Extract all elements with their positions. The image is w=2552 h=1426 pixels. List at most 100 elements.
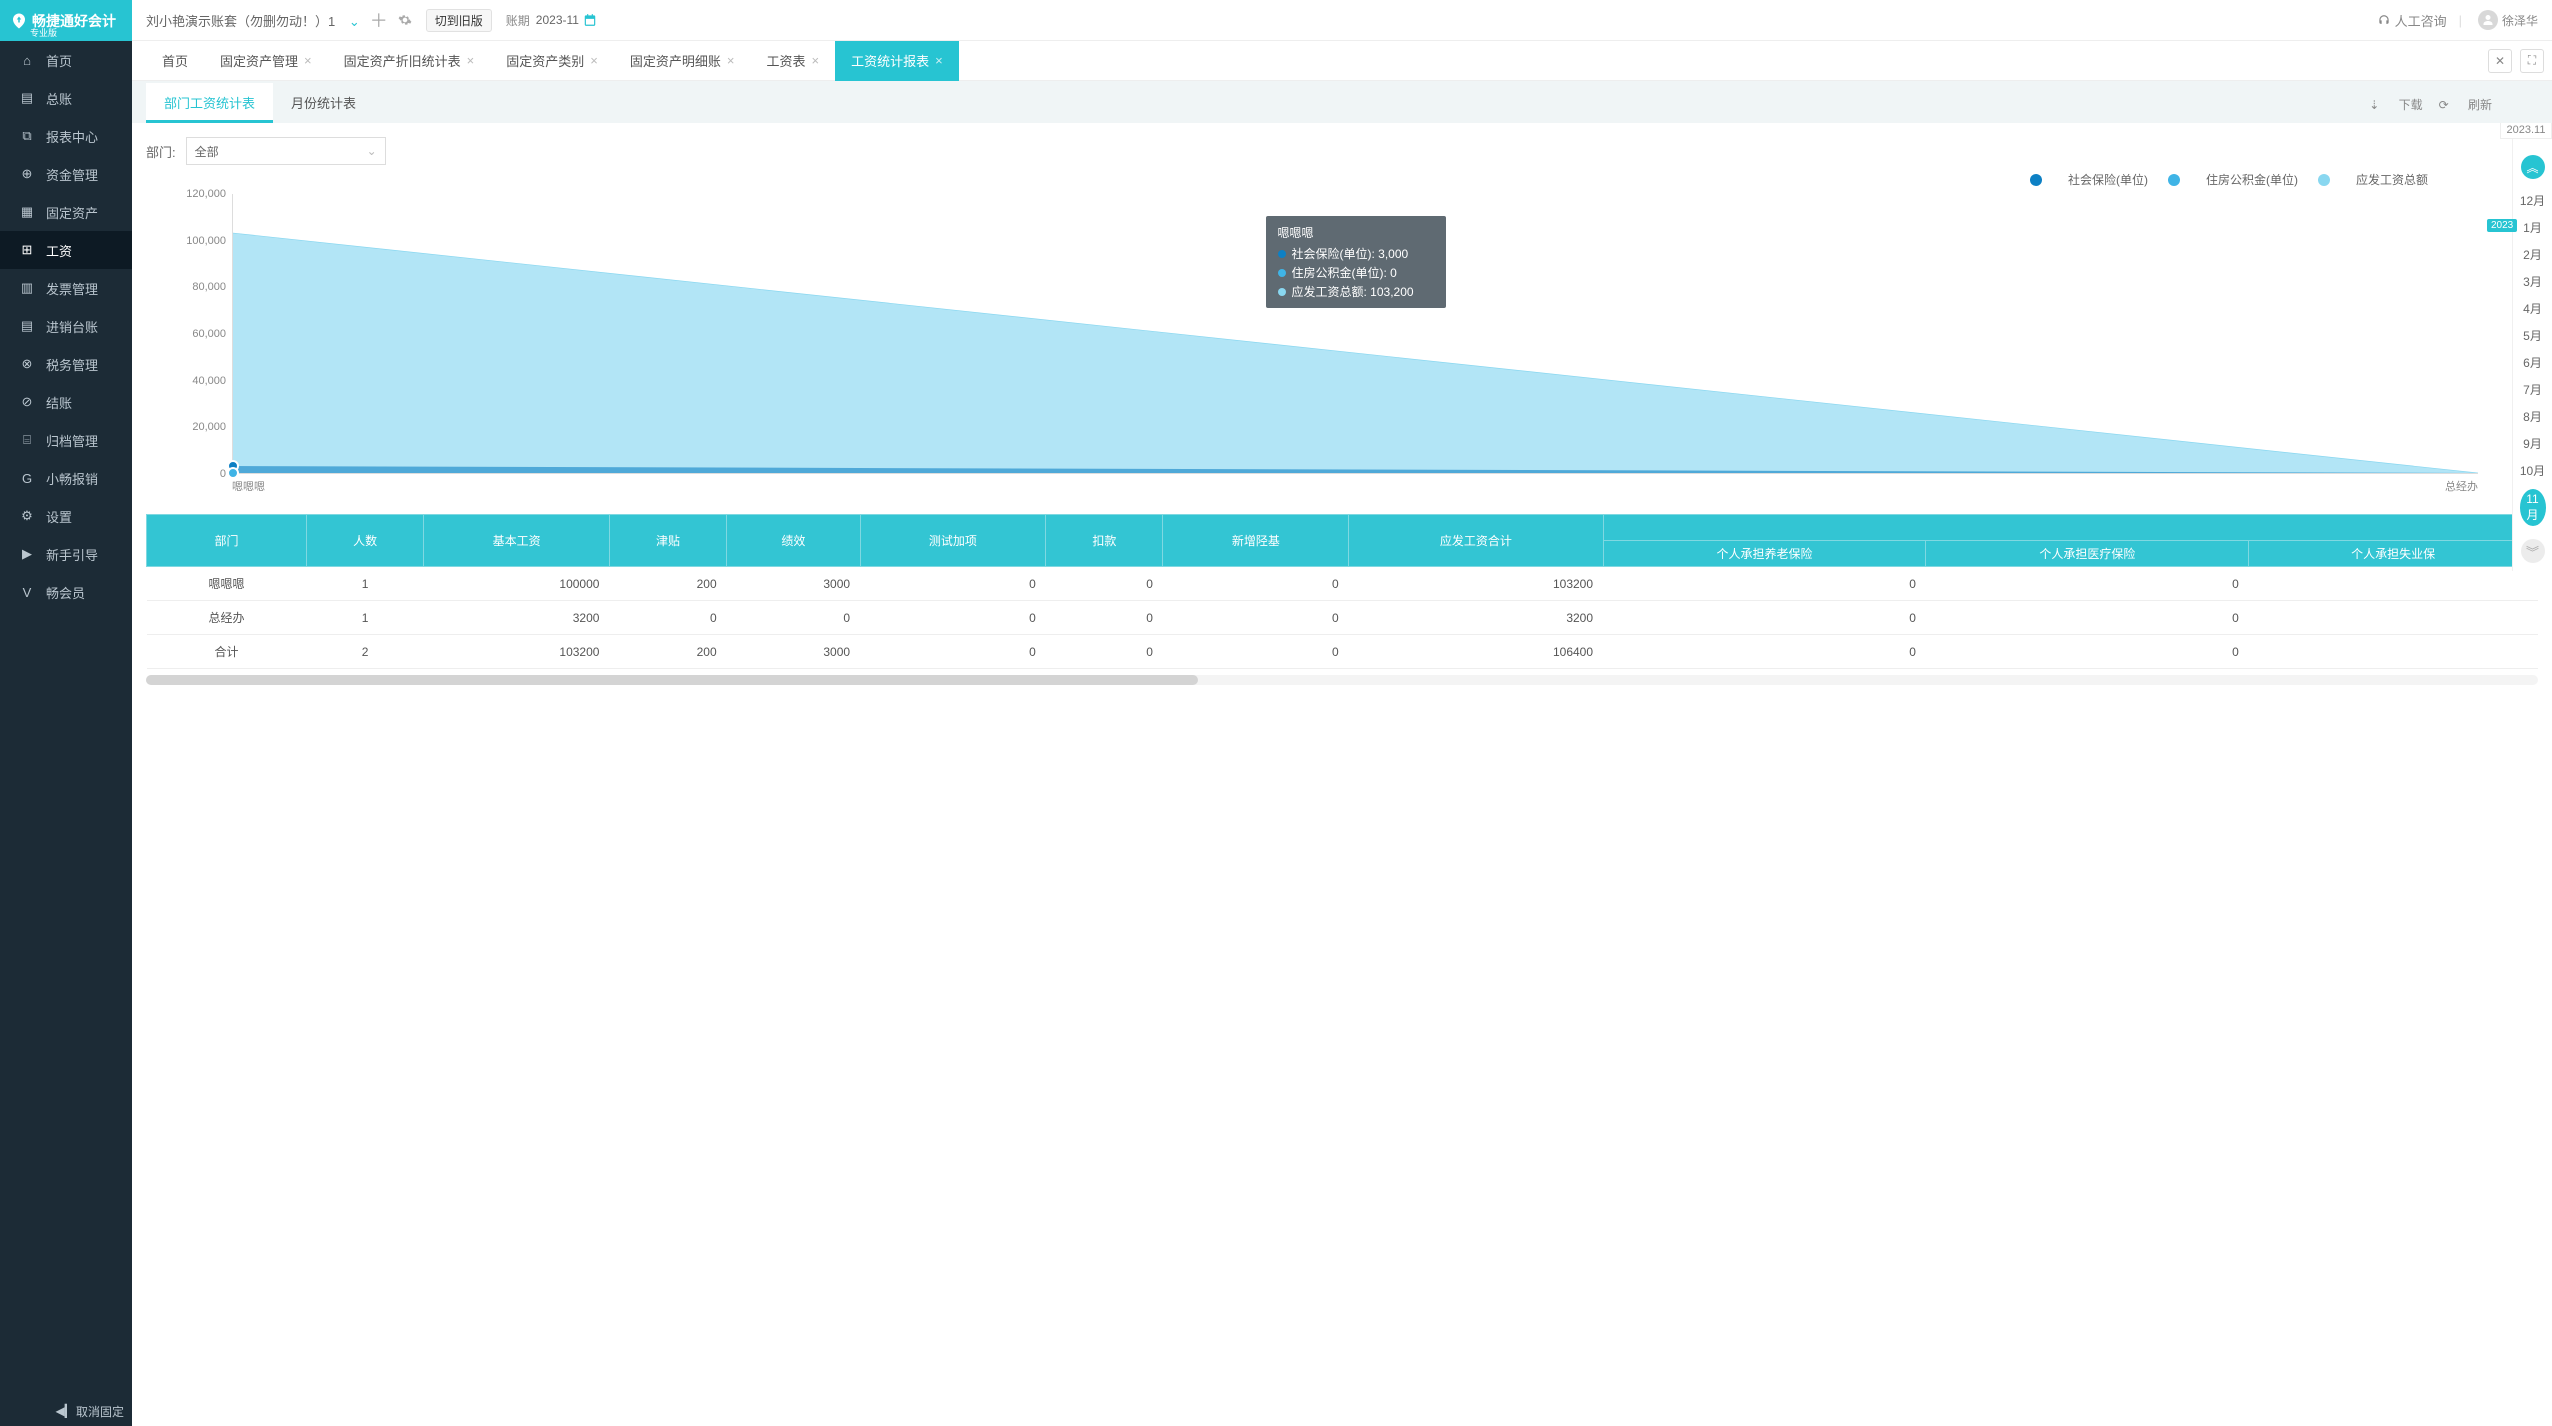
nav-label: 结账	[46, 393, 72, 412]
table-wrap: 部门人数基本工资津贴绩效测试加项扣款新增陉基应发工资合计个人承担养老保险个人承担…	[146, 514, 2538, 685]
td	[2249, 635, 2538, 669]
tab-close-icon[interactable]: ×	[935, 53, 943, 68]
nav-icon: ⊕	[18, 165, 36, 183]
tab-label: 固定资产明细账	[630, 51, 721, 70]
td: 0	[1603, 601, 1926, 635]
content: 部门: 全部 ⌄ 社会保险(单位)住房公积金(单位)应发工资总额 020,000…	[132, 123, 2552, 1426]
calendar-icon[interactable]	[583, 13, 597, 27]
th: 个人承担失业保	[2249, 541, 2538, 567]
month-item-7[interactable]: 7月	[2513, 376, 2552, 403]
tab-6[interactable]: 工资统计报表×	[835, 41, 959, 81]
table-row[interactable]: 嗯嗯嗯1100000200300000010320000	[147, 567, 2538, 601]
tab-close-icon[interactable]: ×	[590, 53, 598, 68]
month-item-0[interactable]: 12月	[2513, 187, 2552, 214]
sidebar-item-3[interactable]: ⊕ 资金管理	[0, 155, 132, 193]
dept-filter-select[interactable]: 全部 ⌄	[186, 137, 386, 165]
tab-4[interactable]: 固定资产明细账 ×	[614, 41, 751, 81]
add-button[interactable]: ＋	[370, 7, 388, 33]
close-all-tabs-button[interactable]: ✕	[2488, 49, 2512, 73]
tab-0[interactable]: 首页	[146, 41, 204, 81]
dept-filter-value: 全部	[195, 143, 219, 160]
tab-1[interactable]: 固定资产管理×	[204, 41, 328, 81]
subtab-1[interactable]: 月份统计表	[273, 83, 374, 123]
sidebar-item-0[interactable]: ⌂首页	[0, 41, 132, 79]
table-scrollbar-track[interactable]	[146, 675, 2538, 685]
tooltip-dot-icon	[1278, 269, 1286, 277]
y-tick: 120,000	[186, 188, 226, 200]
td: 0	[1926, 635, 2249, 669]
y-tick: 60,000	[192, 328, 226, 340]
y-tick: 20,000	[192, 421, 226, 433]
sidebar-item-5[interactable]: ⊞工资	[0, 231, 132, 269]
nav-label: 资金管理	[46, 165, 98, 184]
month-item-3[interactable]: 3月	[2513, 268, 2552, 295]
tab-close-icon[interactable]: ×	[467, 53, 475, 68]
sidebar-item-4[interactable]: ▦固定资产	[0, 193, 132, 231]
th: 应发工资合计	[1349, 515, 1603, 567]
tooltip-row-label: 社会保险(单位): 3,000	[1292, 245, 1409, 262]
tab-close-icon[interactable]: ×	[304, 53, 312, 68]
legend-color-icon	[2030, 174, 2042, 186]
sidebar-item-7[interactable]: ▤进销台账	[0, 307, 132, 345]
month-item-6[interactable]: 6月	[2513, 349, 2552, 376]
sidebar-item-10[interactable]: ⌸归档管理	[0, 421, 132, 459]
download-button[interactable]: ⇣ 下载	[2369, 96, 2422, 113]
td: 103200	[1349, 567, 1603, 601]
chart-tooltip: 嗯嗯嗯 社会保险(单位): 3,000住房公积金(单位): 0应发工资总额: 1…	[1266, 216, 1446, 308]
fullscreen-button[interactable]: ⛶	[2520, 49, 2544, 73]
sidebar-item-13[interactable]: ▶新手引导	[0, 535, 132, 573]
support-link[interactable]: 人工咨询	[2377, 11, 2447, 30]
tab-5[interactable]: 工资表×	[750, 41, 835, 81]
th: 扣款	[1046, 515, 1163, 567]
month-year-tag: 2023	[2487, 219, 2517, 232]
td: 1	[307, 601, 424, 635]
sidebar: 畅捷通好会计 专业版 ⌂首页▤总账⧉报表中心⊕资金管理▦固定资产⊞工资▥发票管理…	[0, 0, 132, 1426]
tooltip-dot-icon	[1278, 250, 1286, 258]
month-scroll-down[interactable]: ︾	[2521, 539, 2545, 563]
legend-item[interactable]: 社会保险(单位)	[2030, 171, 2148, 188]
account-select[interactable]: 刘小艳演示账套（勿删勿动！）1 ⌄	[146, 11, 360, 30]
table-row[interactable]: 合计2103200200300000010640000	[147, 635, 2538, 669]
tab-3[interactable]: 固定资产类别×	[490, 41, 614, 81]
chart-plot[interactable]: 嗯嗯嗯 社会保险(单位): 3,000住房公积金(单位): 0应发工资总额: 1…	[232, 194, 2478, 474]
tab-label: 首页	[162, 51, 188, 70]
sidebar-item-12[interactable]: ⚙设置	[0, 497, 132, 535]
sidebar-item-1[interactable]: ▤总账	[0, 79, 132, 117]
table-row[interactable]: 总经办1320000000320000	[147, 601, 2538, 635]
sidebar-item-11[interactable]: G小畅报销	[0, 459, 132, 497]
th: 新增陉基	[1163, 515, 1349, 567]
refresh-button[interactable]: ⟳ 刷新	[2439, 96, 2492, 113]
tab-2[interactable]: 固定资产折旧统计表×	[328, 41, 491, 81]
month-item-10[interactable]: 10月	[2513, 457, 2552, 484]
subtab-0[interactable]: 部门工资统计表	[146, 83, 273, 123]
td	[2249, 567, 2538, 601]
legend-item[interactable]: 应发工资总额	[2318, 171, 2428, 188]
month-item-5[interactable]: 5月	[2513, 322, 2552, 349]
th: 部门	[147, 515, 307, 567]
chart: 020,00040,00060,00080,000100,000120,000 …	[186, 194, 2478, 494]
sidebar-item-14[interactable]: V畅会员	[0, 573, 132, 611]
month-item-9[interactable]: 9月	[2513, 430, 2552, 457]
month-item-1[interactable]: 1月2023	[2513, 214, 2552, 241]
user-menu[interactable]: 徐泽华	[2478, 10, 2538, 30]
avatar-icon	[2478, 10, 2498, 30]
sidebar-pin-toggle[interactable]: ◀▎取消固定	[0, 1396, 132, 1426]
month-item-4[interactable]: 4月	[2513, 295, 2552, 322]
sidebar-item-6[interactable]: ▥发票管理	[0, 269, 132, 307]
month-item-11[interactable]: 11月	[2513, 484, 2552, 531]
legend-item[interactable]: 住房公积金(单位)	[2168, 171, 2298, 188]
sidebar-item-8[interactable]: ⊗税务管理	[0, 345, 132, 383]
table-scrollbar-thumb[interactable]	[146, 675, 1198, 685]
month-item-8[interactable]: 8月	[2513, 403, 2552, 430]
sidebar-item-2[interactable]: ⧉报表中心	[0, 117, 132, 155]
tab-close-icon[interactable]: ×	[727, 53, 735, 68]
switch-version-button[interactable]: 切到旧版	[426, 9, 492, 32]
gear-icon[interactable]	[398, 13, 412, 27]
month-scroll-up[interactable]: ︽	[2521, 155, 2545, 179]
nav-icon: ⌂	[18, 51, 36, 69]
td	[2249, 601, 2538, 635]
period-value[interactable]: 2023-11	[536, 13, 579, 27]
tab-close-icon[interactable]: ×	[811, 53, 819, 68]
month-item-2[interactable]: 2月	[2513, 241, 2552, 268]
sidebar-item-9[interactable]: ⊘结账	[0, 383, 132, 421]
